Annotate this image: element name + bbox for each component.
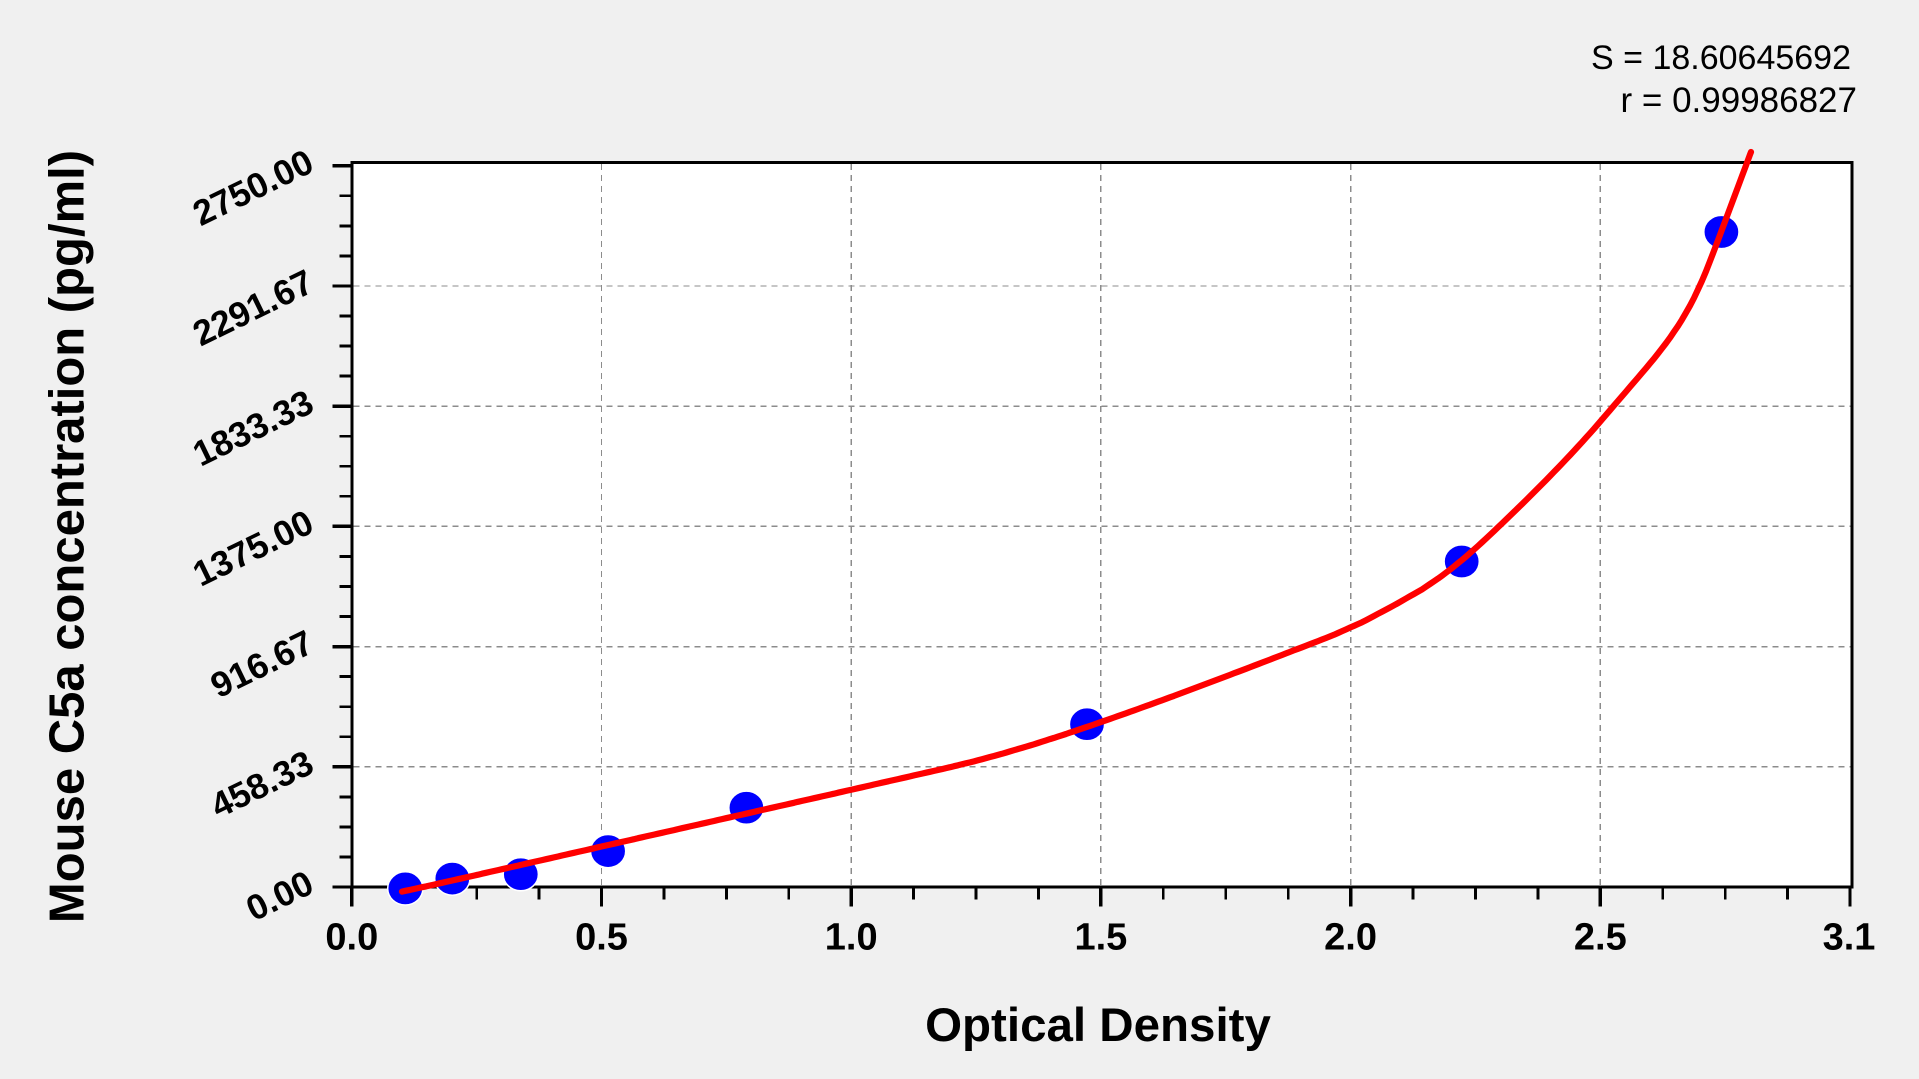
svg-text:2.5: 2.5	[1574, 917, 1627, 959]
svg-text:0.5: 0.5	[575, 917, 628, 959]
svg-text:0.0: 0.0	[325, 917, 378, 959]
svg-text:Mouse C5a concentration (pg/ml: Mouse C5a concentration (pg/ml)	[41, 150, 95, 923]
svg-text:Optical Density: Optical Density	[925, 999, 1271, 1052]
svg-text:2.0: 2.0	[1324, 917, 1377, 959]
svg-text:S = 18.60645692: S = 18.60645692	[1591, 39, 1851, 77]
svg-text:1.0: 1.0	[825, 917, 878, 959]
svg-text:1.5: 1.5	[1074, 917, 1127, 959]
svg-text:r = 0.99986827: r = 0.99986827	[1621, 81, 1857, 120]
svg-text:3.1: 3.1	[1823, 917, 1876, 959]
